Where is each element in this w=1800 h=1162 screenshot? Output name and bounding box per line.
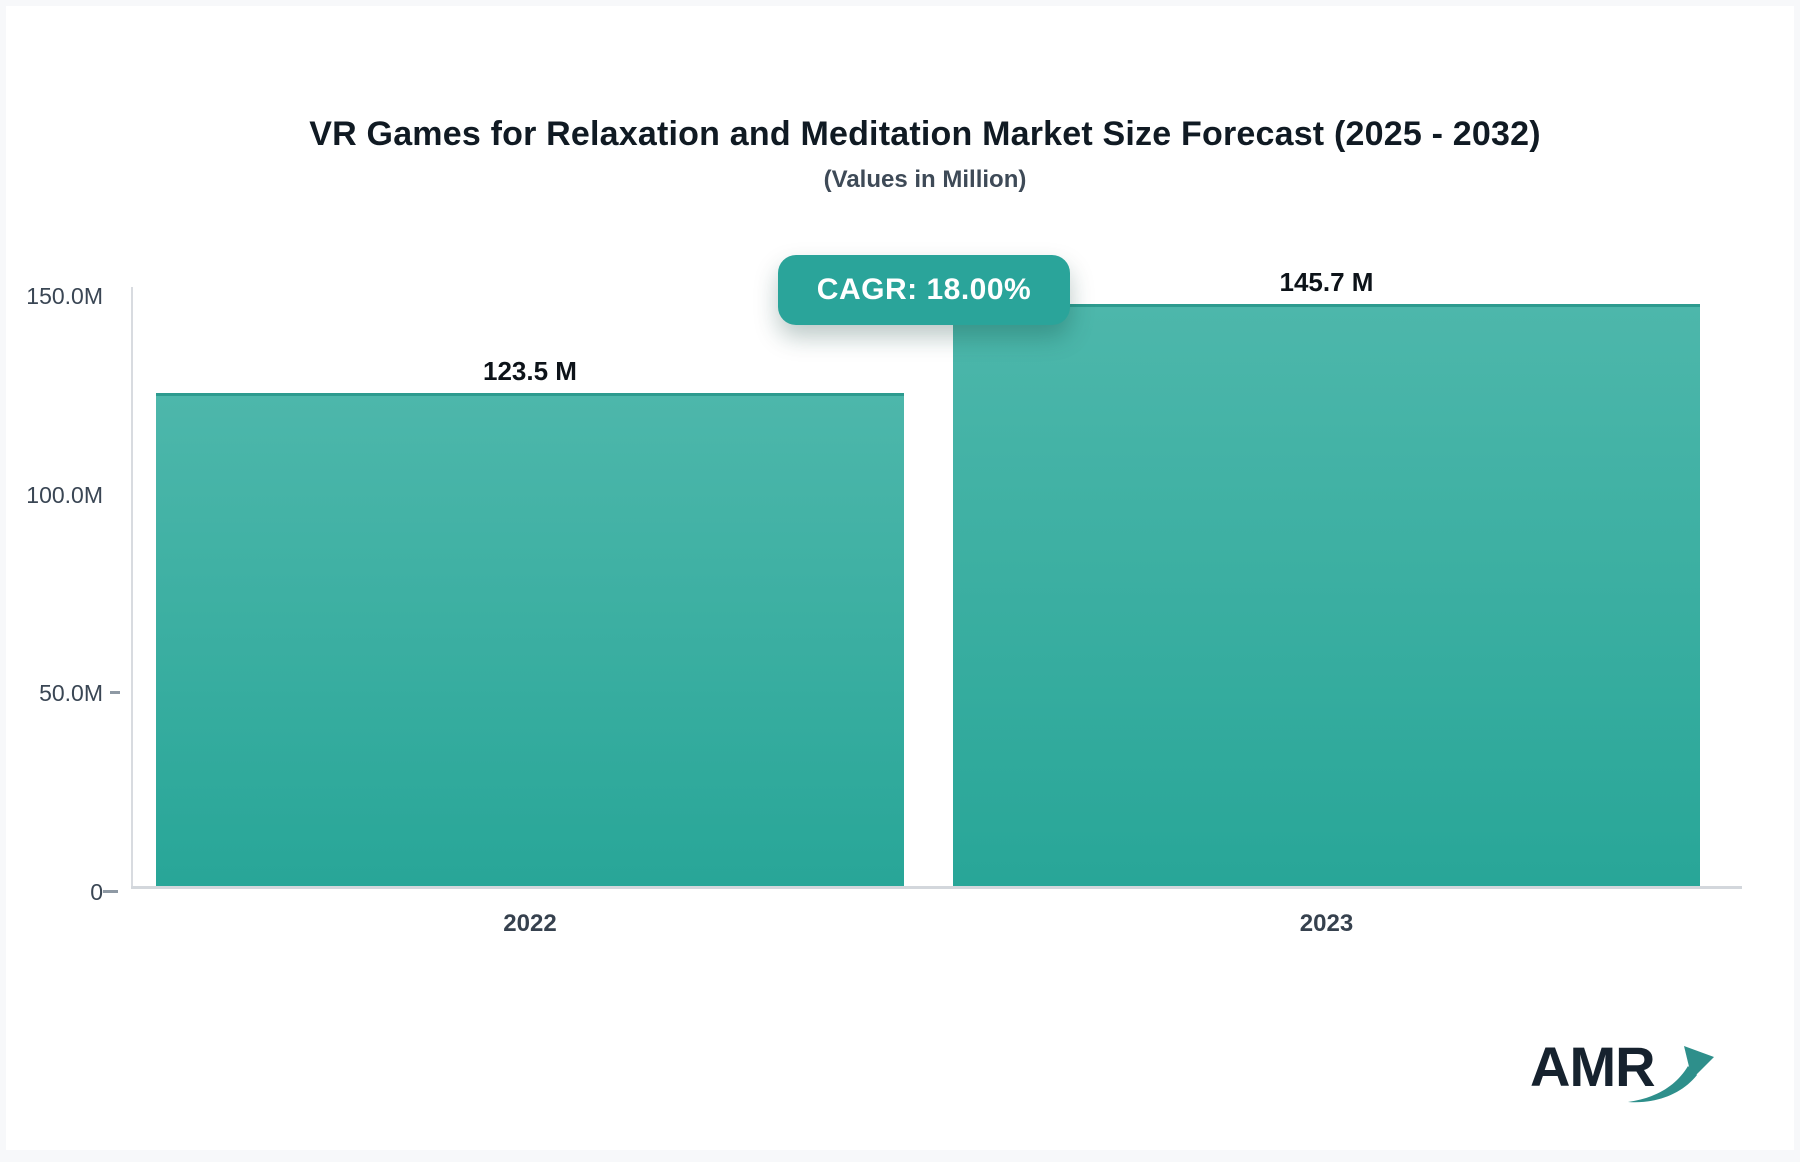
cagr-badge-label: CAGR: 18.00%: [816, 273, 1032, 306]
y-tick-mark-0: [103, 890, 118, 893]
y-tick-label-50m: 50.0M: [39, 680, 103, 706]
bar-value-label-2023: 145.7 M: [1279, 267, 1374, 297]
x-axis-line: [131, 886, 1742, 889]
y-tick-mark-50m: [110, 691, 120, 694]
y-tick-label-150m: 150.0M: [26, 283, 103, 309]
amr-logo-text: AMR: [1530, 1035, 1656, 1098]
chart-card: VR Games for Relaxation and Meditation M…: [6, 6, 1794, 1150]
cagr-badge: CAGR: 18.00%: [778, 255, 1070, 325]
chart-header: VR Games for Relaxation and Meditation M…: [56, 114, 1794, 194]
bar-value-label-2022: 123.5 M: [483, 356, 577, 386]
bar-chart-plot-area: 150.0M 100.0M 50.0M 0 123.5 M 145.7 M 20…: [6, 6, 1800, 1162]
y-axis-line: [131, 287, 133, 889]
bar-2023: [953, 304, 1700, 886]
x-axis-label-2023: 2023: [1299, 910, 1354, 937]
bar-2022: [156, 393, 904, 886]
chart-title: VR Games for Relaxation and Meditation M…: [309, 115, 1541, 153]
y-tick-label-100m: 100.0M: [26, 482, 103, 508]
chart-subtitle: (Values in Million): [823, 166, 1027, 193]
x-axis-label-2022: 2022: [503, 910, 557, 937]
amr-logo: AMR: [1530, 1036, 1720, 1112]
y-tick-label-0: 0: [90, 879, 103, 905]
growth-arrow-icon: [1628, 1046, 1714, 1103]
